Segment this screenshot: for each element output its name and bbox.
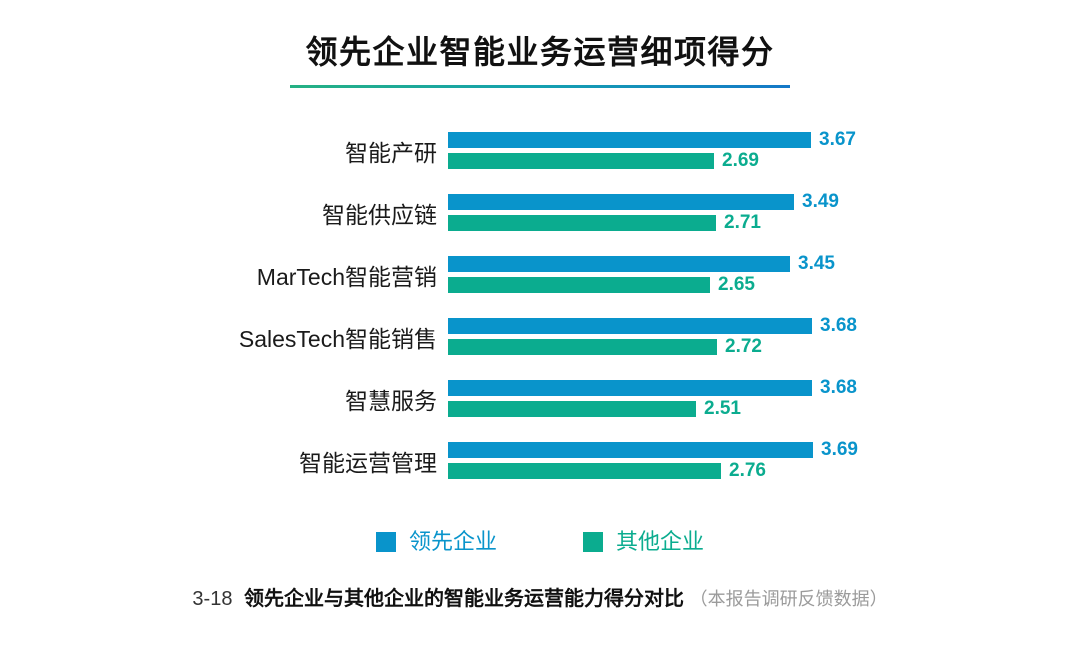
bar-value-label: 2.51: [704, 398, 741, 419]
bar-value-label: 3.49: [802, 191, 839, 212]
legend-label-others: 其他企业: [616, 529, 705, 554]
bar-value-label: 3.68: [820, 315, 857, 336]
category-label: 智能供应链: [322, 201, 437, 228]
legend-swatch-others: [583, 532, 603, 552]
bar-value-label: 2.72: [725, 336, 762, 357]
bar-leading: [448, 132, 811, 148]
bar-group: 3.68 2.51: [448, 377, 857, 419]
legend-label-leading: 领先企业: [408, 529, 497, 554]
bar-group: 3.69 2.76: [448, 439, 858, 481]
chart-row: 智能产研 3.67 2.69: [0, 129, 1080, 171]
grouped-bar-chart: 智能产研 3.67 2.69 智能供应链 3.49 2.71 MarTech智能营销 3.45…: [0, 129, 1080, 481]
bar-leading: [448, 194, 794, 210]
bar-others: [448, 277, 710, 293]
bar-line: 3.67: [448, 129, 856, 150]
bar-line: 2.65: [448, 274, 835, 295]
bar-leading: [448, 442, 813, 458]
bar-line: 2.69: [448, 150, 856, 171]
bar-line: 2.71: [448, 212, 839, 233]
bar-others: [448, 463, 721, 479]
bar-value-label: 2.76: [729, 460, 766, 481]
report-figure-page: 领先企业智能业务运营细项得分 智能产研 3.67 2.69 智能供应链 3.49 2.71…: [0, 27, 1080, 658]
category-label: 智慧服务: [345, 387, 437, 414]
bar-line: 3.49: [448, 191, 839, 212]
category-label: 智能产研: [345, 139, 437, 166]
bar-group: 3.45 2.65: [448, 253, 835, 295]
bar-value-label: 2.69: [722, 150, 759, 171]
caption-note: （本报告调研反馈数据）: [689, 589, 888, 609]
chart-row: SalesTech智能销售 3.68 2.72: [0, 315, 1080, 357]
figure-number: 3-18: [192, 588, 233, 610]
bar-line: 2.51: [448, 398, 857, 419]
chart-legend: 领先企业 其他企业: [0, 531, 1080, 553]
bar-group: 3.68 2.72: [448, 315, 857, 357]
bar-line: 2.72: [448, 336, 857, 357]
bar-leading: [448, 318, 812, 334]
bar-line: 3.45: [448, 253, 835, 274]
chart-title: 领先企业智能业务运营细项得分: [305, 34, 775, 70]
figure-caption: 3-18 领先企业与其他企业的智能业务运营能力得分对比 （本报告调研反馈数据）: [0, 582, 1080, 611]
category-label: SalesTech智能销售: [238, 325, 437, 352]
bar-leading: [448, 256, 790, 272]
bar-value-label: 2.65: [718, 274, 755, 295]
chart-row: 智能供应链 3.49 2.71: [0, 191, 1080, 233]
bar-group: 3.49 2.71: [448, 191, 839, 233]
title-underline: [290, 85, 790, 88]
bar-line: 3.68: [448, 315, 857, 336]
bar-others: [448, 401, 696, 417]
caption-text: 领先企业与其他企业的智能业务运营能力得分对比: [244, 588, 685, 610]
bar-value-label: 3.45: [798, 253, 835, 274]
legend-item-others: 其他企业: [583, 531, 704, 553]
bar-value-label: 3.68: [820, 377, 857, 398]
legend-item-leading: 领先企业: [375, 529, 497, 554]
bar-value-label: 3.67: [819, 129, 856, 150]
bar-line: 3.68: [448, 377, 857, 398]
category-label: 智能运营管理: [299, 449, 437, 476]
bar-line: 2.76: [448, 460, 858, 481]
chart-row: MarTech智能营销 3.45 2.65: [0, 253, 1080, 295]
bar-others: [448, 215, 716, 231]
chart-row: 智慧服务 3.68 2.51: [0, 377, 1080, 419]
bar-value-label: 2.71: [724, 212, 761, 233]
category-label: MarTech智能营销: [256, 263, 437, 290]
bar-value-label: 3.69: [821, 439, 858, 460]
bar-others: [448, 339, 717, 355]
bar-others: [448, 153, 714, 169]
bar-group: 3.67 2.69: [448, 129, 856, 171]
bar-leading: [448, 380, 812, 396]
legend-swatch-leading: [375, 532, 396, 552]
chart-row: 智能运营管理 3.69 2.76: [0, 439, 1080, 481]
bar-line: 3.69: [448, 439, 858, 460]
